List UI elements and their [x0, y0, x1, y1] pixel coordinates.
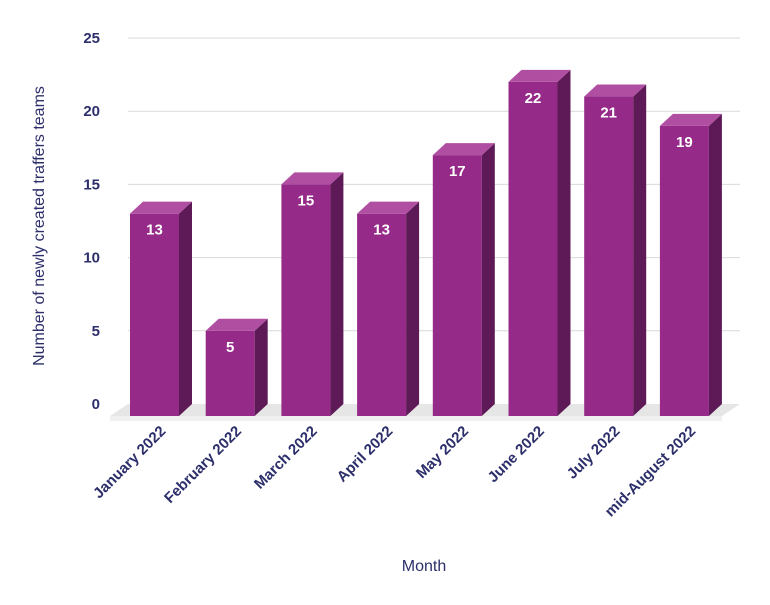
bar: 13 — [130, 201, 192, 416]
y-tick-label: 0 — [92, 396, 100, 413]
x-tick-label: April 2022 — [334, 423, 397, 486]
x-tick-label: March 2022 — [251, 423, 321, 493]
y-tick-label: 25 — [83, 30, 100, 47]
bar: 13 — [357, 201, 420, 416]
bar: 19 — [659, 113, 722, 416]
x-tick-label: February 2022 — [161, 423, 245, 507]
bar-top — [508, 69, 571, 82]
bar: 21 — [584, 84, 647, 416]
y-tick-label: 20 — [83, 103, 100, 120]
bar-side — [481, 143, 495, 416]
data-label: 5 — [226, 339, 234, 356]
bar: 5 — [205, 318, 268, 416]
bar-front — [508, 81, 558, 417]
y-axis-ticks: 0 5 10 15 20 25 — [83, 30, 100, 413]
bar-front — [432, 155, 482, 416]
bar-side — [330, 172, 344, 416]
data-label: 22 — [525, 90, 542, 107]
floor-band — [110, 404, 740, 416]
bar-top — [130, 201, 192, 214]
x-tick-label: May 2022 — [413, 423, 472, 482]
bar-top — [659, 113, 722, 126]
data-label: 17 — [449, 163, 466, 180]
bar-top — [584, 84, 647, 97]
bar-front — [584, 96, 634, 416]
bar-front — [357, 213, 407, 416]
bar-side — [557, 69, 571, 417]
x-tick-label: January 2022 — [90, 423, 169, 502]
data-label: 19 — [676, 134, 693, 151]
bar-top — [432, 143, 495, 156]
bar-front — [281, 184, 331, 416]
bar-top — [281, 172, 344, 185]
bar-front — [205, 330, 255, 416]
bar: 17 — [432, 143, 495, 416]
x-tick-label: June 2022 — [485, 423, 548, 486]
x-axis-title: Month — [402, 558, 446, 575]
bar-side — [708, 113, 722, 416]
floor-edge — [110, 416, 722, 421]
data-label: 15 — [298, 192, 315, 209]
bar-front — [130, 213, 179, 416]
bar-top — [205, 318, 268, 331]
bar: 22 — [508, 69, 571, 417]
y-tick-label: 15 — [83, 176, 100, 193]
bar-side — [179, 201, 192, 416]
y-tick-label: 10 — [83, 250, 100, 267]
x-tick-label: July 2022 — [564, 423, 624, 483]
bar-side — [254, 318, 268, 416]
bar-top — [357, 201, 420, 214]
chart-floor — [110, 404, 740, 421]
y-tick-label: 5 — [92, 323, 100, 340]
bar-side — [406, 201, 420, 416]
bar-front — [659, 125, 709, 416]
data-label: 13 — [146, 222, 163, 239]
data-label: 13 — [373, 222, 390, 239]
data-label: 21 — [600, 105, 617, 122]
bars: 13 5 15 13 17 22 21 19 — [130, 69, 722, 417]
y-axis-title: Number of newly created traffers teams — [31, 86, 48, 366]
bar: 15 — [281, 172, 344, 416]
bar-side — [633, 84, 647, 416]
